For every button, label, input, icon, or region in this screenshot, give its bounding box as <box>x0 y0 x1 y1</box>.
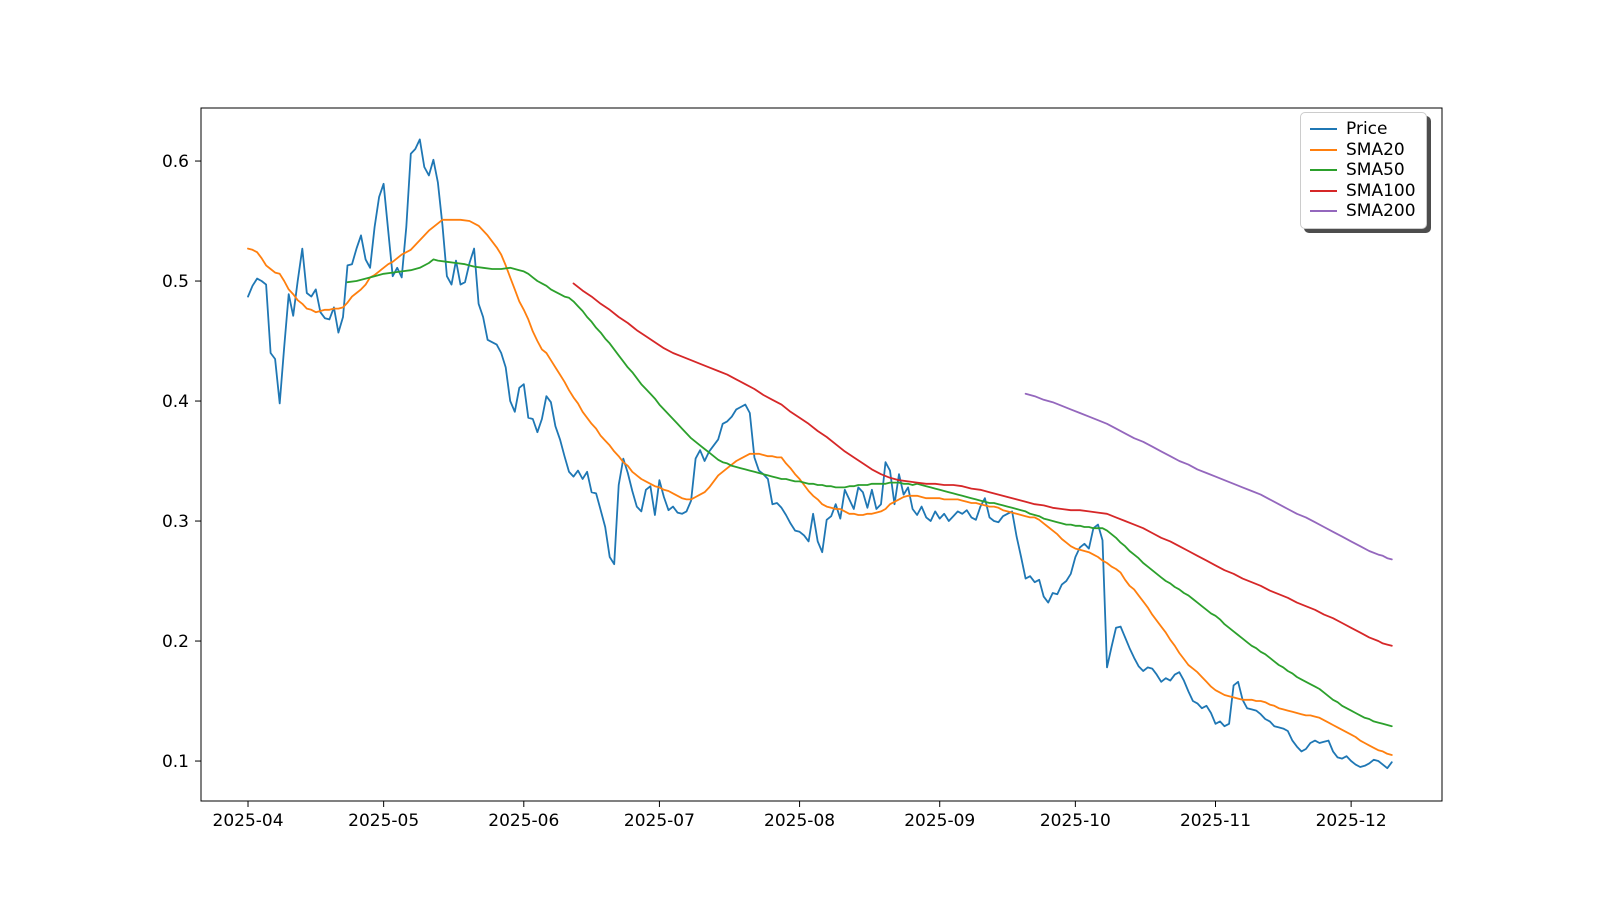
legend-item-sma200: SMA200 <box>1310 201 1416 222</box>
sma50-line <box>346 258 1393 728</box>
legend-label: SMA50 <box>1346 160 1405 181</box>
price-legend-line-icon <box>1310 128 1337 131</box>
legend-item-sma50: SMA50 <box>1310 160 1416 181</box>
sma100-line <box>572 282 1393 647</box>
legend: Price SMA20 SMA50 SMA100 SMA200 <box>1300 112 1427 229</box>
x-tick-label: 2025-12 <box>1316 811 1387 831</box>
legend-label: SMA100 <box>1346 180 1416 201</box>
plot-frame <box>200 107 1443 802</box>
legend-label: SMA200 <box>1346 201 1416 222</box>
x-axis-ticks: 2025-04 2025-05 2025-06 2025-07 2025-08 2025-… <box>213 801 1387 831</box>
legend-label: SMA20 <box>1346 139 1405 160</box>
series-group <box>247 138 1393 770</box>
sma100-legend-line-icon <box>1310 189 1337 192</box>
legend-item-sma100: SMA100 <box>1310 181 1416 202</box>
x-tick-label: 2025-11 <box>1180 811 1251 831</box>
sma200-line <box>1024 392 1393 561</box>
sma200-legend-line-icon <box>1310 210 1337 213</box>
price-line <box>247 138 1393 770</box>
x-tick-label: 2025-08 <box>764 811 835 831</box>
sma20-line <box>247 218 1393 756</box>
legend-item-price: Price <box>1310 119 1416 140</box>
y-tick-label: 0.2 <box>162 632 189 652</box>
y-tick-label: 0.3 <box>162 512 189 532</box>
x-tick-label: 2025-10 <box>1040 811 1111 831</box>
sma50-legend-line-icon <box>1310 169 1337 172</box>
y-axis-ticks: 0.1 0.2 0.3 0.4 0.5 0.6 <box>162 152 201 772</box>
x-tick-label: 2025-07 <box>624 811 695 831</box>
legend-item-sma20: SMA20 <box>1310 140 1416 161</box>
sma20-legend-line-icon <box>1310 148 1337 151</box>
x-tick-label: 2025-05 <box>348 811 419 831</box>
y-tick-label: 0.4 <box>162 392 189 412</box>
x-tick-label: 2025-09 <box>904 811 975 831</box>
legend-label: Price <box>1346 119 1388 140</box>
x-tick-label: 2025-04 <box>213 811 284 831</box>
y-tick-label: 0.6 <box>162 152 189 172</box>
y-tick-label: 0.5 <box>162 272 189 292</box>
y-tick-label: 0.1 <box>162 752 189 772</box>
x-tick-label: 2025-06 <box>488 811 559 831</box>
